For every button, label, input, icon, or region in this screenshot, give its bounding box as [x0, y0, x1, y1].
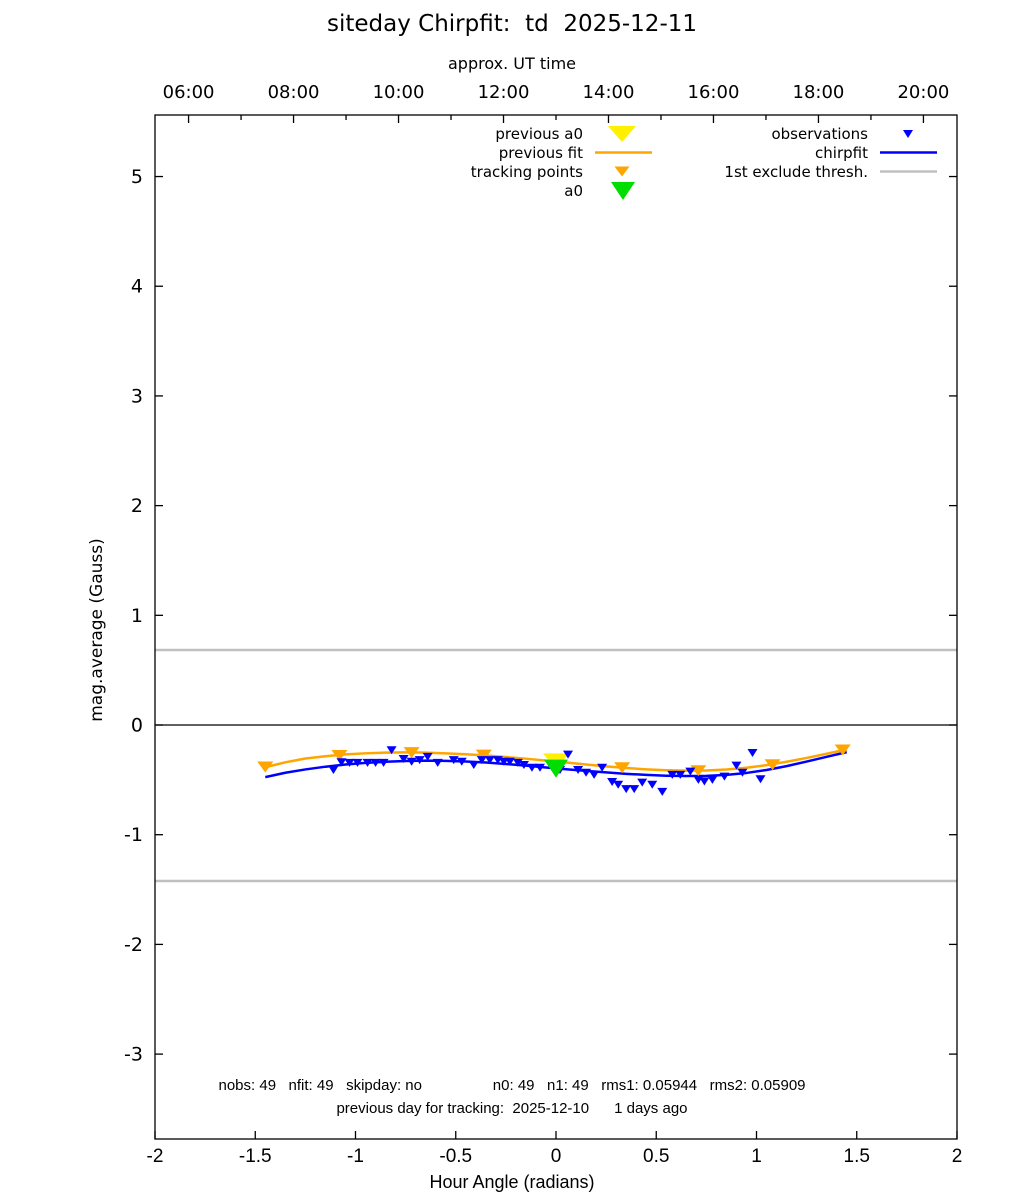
svg-text:20:00: 20:00 [897, 82, 949, 103]
stats-line-2: previous day for tracking: 2025-12-10 1 … [336, 1100, 688, 1117]
svg-text:08:00: 08:00 [268, 82, 320, 103]
svg-text:-1.5: -1.5 [239, 1146, 272, 1167]
svg-text:18:00: 18:00 [793, 82, 845, 103]
svg-text:-0.5: -0.5 [439, 1146, 472, 1167]
svg-text:16:00: 16:00 [688, 82, 740, 103]
exclude-threshold-lines [155, 648, 957, 883]
legend-label-exclude-threshold: 1st exclude thresh. [724, 162, 868, 181]
svg-text:-2: -2 [124, 934, 143, 956]
svg-text:4: 4 [131, 276, 143, 298]
svg-text:-1: -1 [347, 1146, 364, 1167]
svg-text:10:00: 10:00 [373, 82, 425, 103]
x-axis-ticks: -2 -1.5 -1 -0.5 0 0.5 1 1.5 2 [147, 1131, 963, 1167]
y-axis-label: mag.average (Gauss) [87, 538, 107, 722]
stats-line-1: nobs: 49 nfit: 49 skipday: no n0: 49 n1:… [218, 1077, 806, 1094]
ut-axis-ticks: 06:00 08:00 10:00 12:00 14:00 16:00 18:00 20:00 [163, 82, 949, 123]
svg-text:-2: -2 [147, 1146, 164, 1167]
top-axis-label: approx. UT time [448, 54, 576, 73]
svg-text:3: 3 [131, 385, 143, 407]
plot-border [154, 114, 958, 1140]
legend-previous-a0-icon [608, 126, 636, 142]
svg-text:-1: -1 [124, 824, 143, 846]
observations-markers [328, 746, 766, 796]
chart-title: siteday Chirpfit: td 2025-12-11 [326, 11, 698, 37]
svg-text:1.5: 1.5 [844, 1146, 870, 1167]
legend-observations-icon [903, 130, 913, 138]
svg-text:12:00: 12:00 [478, 82, 530, 103]
legend-swatches [595, 126, 937, 200]
svg-text:2: 2 [131, 495, 143, 517]
svg-text:1: 1 [751, 1146, 762, 1167]
svg-text:06:00: 06:00 [163, 82, 215, 103]
legend-label-a0: a0 [564, 182, 583, 200]
legend-label-previous-fit: previous fit [498, 143, 583, 162]
legend-a0-icon [611, 182, 635, 200]
legend-label-previous-a0: previous a0 [495, 125, 583, 143]
tracking-points-markers [257, 744, 851, 777]
legend-label-tracking-points: tracking points [470, 162, 583, 181]
legend-label-observations: observations [771, 125, 868, 143]
legend-tracking-points-icon [614, 166, 630, 177]
x-axis-label: Hour Angle (radians) [429, 1172, 595, 1192]
svg-text:5: 5 [131, 166, 143, 188]
svg-text:0: 0 [551, 1146, 562, 1167]
a0-marker [544, 759, 568, 778]
svg-text:14:00: 14:00 [583, 82, 635, 103]
svg-text:-3: -3 [124, 1044, 143, 1066]
svg-text:0.5: 0.5 [643, 1146, 669, 1167]
legend-label-chirpfit: chirpfit [815, 143, 868, 162]
svg-text:2: 2 [952, 1146, 963, 1167]
y-axis-ticks: 5 4 3 2 1 0 -1 -2 -3 [124, 166, 957, 1066]
svg-text:1: 1 [131, 605, 143, 627]
svg-text:0: 0 [131, 715, 143, 737]
